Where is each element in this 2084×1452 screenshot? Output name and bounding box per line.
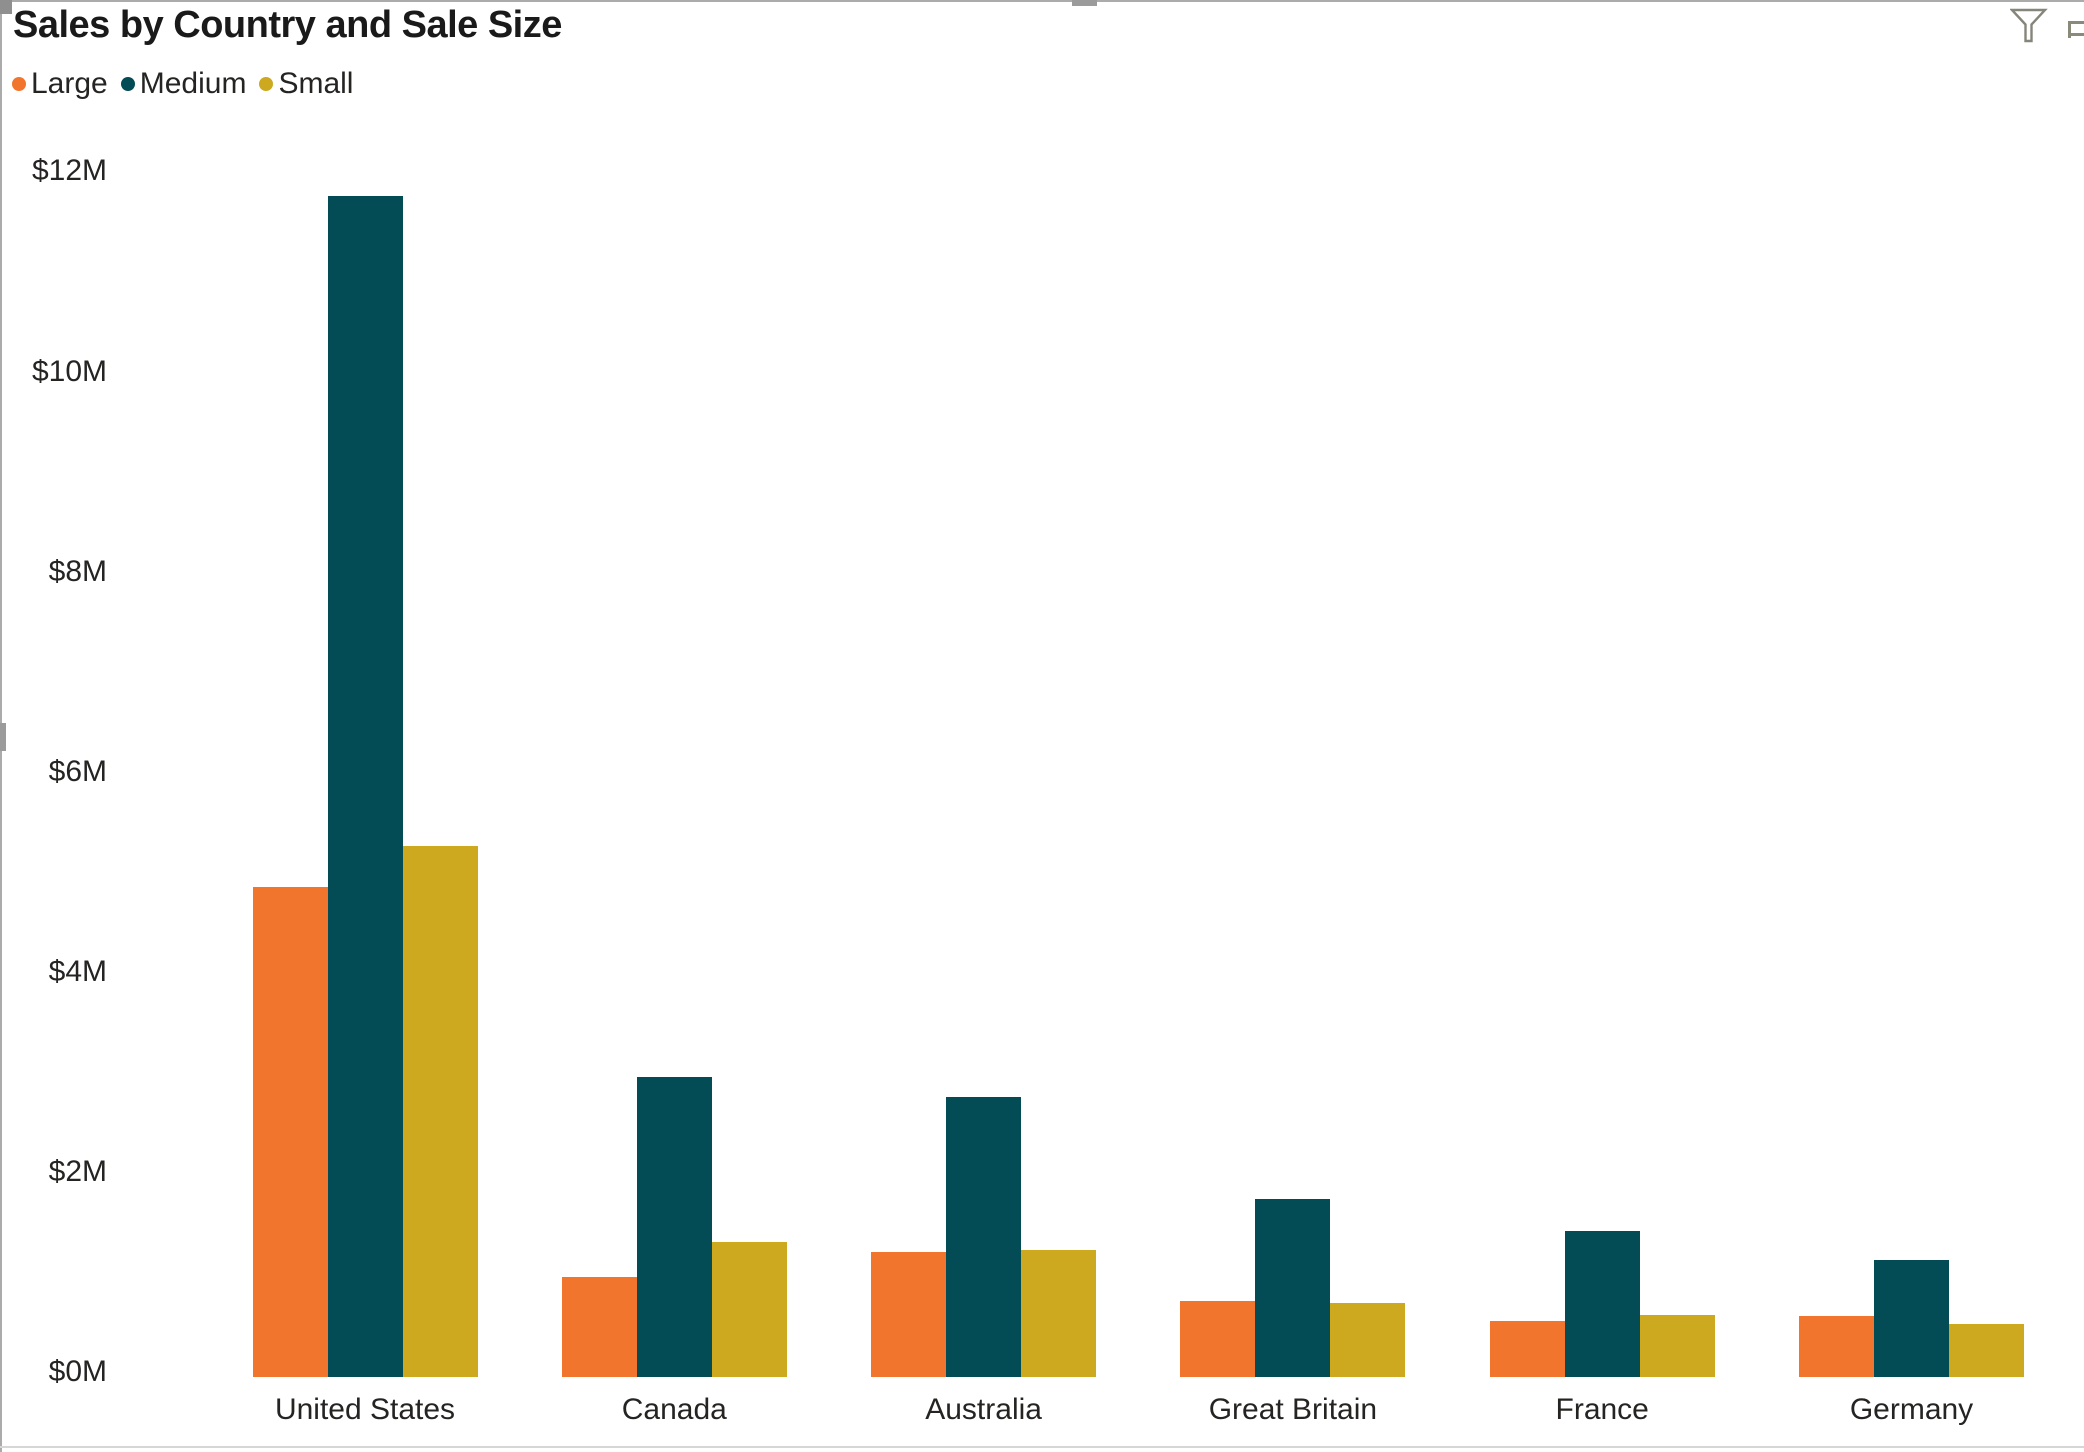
y-axis-tick-label: $10M xyxy=(31,354,107,388)
legend-dot-medium xyxy=(120,77,135,91)
bar-medium-australia[interactable] xyxy=(946,1097,1022,1377)
legend-label-small: Small xyxy=(278,67,354,100)
legend: Large Medium Small xyxy=(12,66,353,102)
bar-large-canada[interactable] xyxy=(561,1277,637,1377)
options-icon-part xyxy=(2068,21,2071,38)
legend-label-large: Large xyxy=(31,67,108,100)
y-axis-tick-label: $0M xyxy=(48,1355,107,1388)
bar-large-germany[interactable] xyxy=(1799,1316,1874,1377)
filter-icon[interactable] xyxy=(2010,8,2048,44)
visual-border-top xyxy=(0,0,2084,2)
bar-small-france[interactable] xyxy=(1639,1315,1715,1377)
bar-large-great-britain[interactable] xyxy=(1180,1301,1256,1377)
bar-medium-germany[interactable] xyxy=(1874,1260,1949,1377)
options-icon-clipped[interactable] xyxy=(2068,21,2084,38)
legend-dot-large xyxy=(12,77,26,91)
y-axis-tick-label: $12M xyxy=(31,154,107,188)
bar-small-canada[interactable] xyxy=(711,1242,787,1377)
legend-item-small[interactable]: Small xyxy=(259,66,353,102)
y-axis-tick-label: $8M xyxy=(48,554,107,588)
bar-medium-france[interactable] xyxy=(1564,1231,1640,1377)
bar-small-australia[interactable] xyxy=(1021,1250,1097,1377)
x-axis-label-great-britain: Great Britain xyxy=(1208,1393,1378,1426)
legend-label-medium: Medium xyxy=(139,67,247,100)
x-axis-label-united-states: United States xyxy=(274,1393,456,1426)
bar-medium-united-states[interactable] xyxy=(327,196,403,1377)
bar-large-australia[interactable] xyxy=(871,1252,947,1377)
bar-small-germany[interactable] xyxy=(1949,1324,2024,1377)
legend-item-large[interactable]: Large xyxy=(12,66,108,102)
y-axis-tick-label: $6M xyxy=(48,754,107,788)
x-axis-label-canada: Canada xyxy=(621,1393,727,1426)
options-icon-part xyxy=(2068,21,2084,24)
x-axis-label-germany: Germany xyxy=(1849,1393,1974,1426)
resize-handle-top[interactable] xyxy=(1072,0,1097,6)
legend-dot-small xyxy=(259,77,274,91)
resize-handle-corner[interactable] xyxy=(0,0,12,14)
bar-small-united-states[interactable] xyxy=(402,846,478,1377)
resize-handle-left[interactable] xyxy=(0,723,6,751)
y-axis-tick-label: $2M xyxy=(48,1154,107,1188)
chart-title: Sales by Country and Sale Size xyxy=(13,4,562,46)
legend-item-medium[interactable]: Medium xyxy=(120,66,247,102)
x-axis-label-australia: Australia xyxy=(925,1393,1042,1426)
y-axis-tick-label: $4M xyxy=(48,954,107,988)
bar-large-france[interactable] xyxy=(1489,1321,1565,1377)
options-icon-part xyxy=(2068,33,2084,36)
x-axis-label-france: France xyxy=(1555,1393,1649,1426)
bar-medium-great-britain[interactable] xyxy=(1255,1199,1331,1377)
visual-border-bottom xyxy=(0,1446,2084,1448)
bar-medium-canada[interactable] xyxy=(636,1077,712,1377)
bar-large-united-states[interactable] xyxy=(252,887,328,1377)
bar-small-great-britain[interactable] xyxy=(1330,1303,1406,1377)
